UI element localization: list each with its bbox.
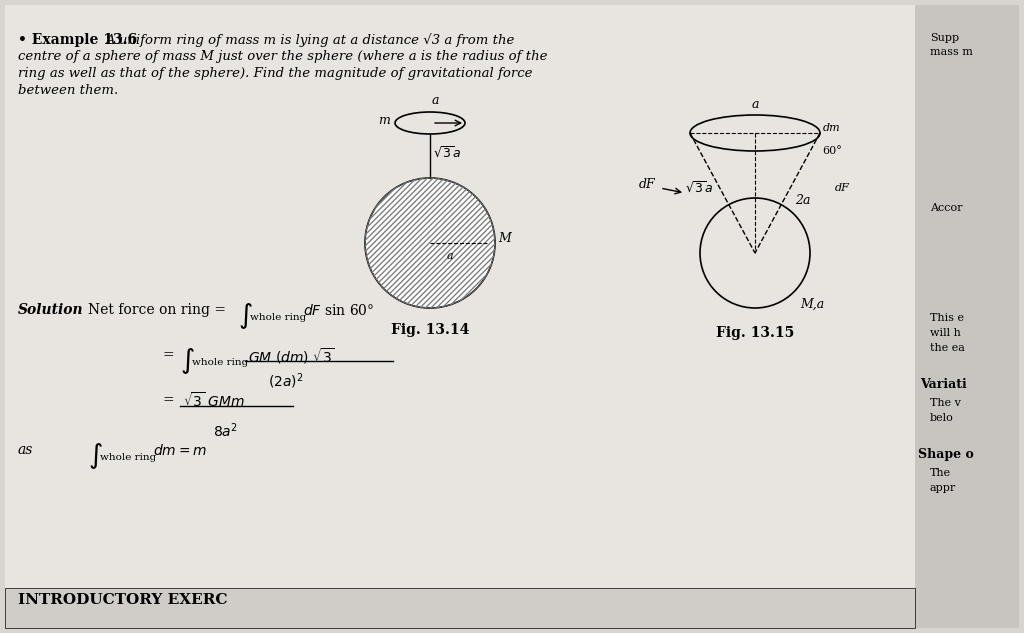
Text: 2a: 2a [796,194,811,208]
Text: whole ring: whole ring [250,313,306,322]
Text: a: a [752,98,759,111]
Circle shape [365,178,495,308]
FancyBboxPatch shape [5,5,915,628]
Text: $\int$: $\int$ [180,346,195,376]
Text: Solution: Solution [18,303,84,317]
Text: a: a [431,94,438,107]
Text: as: as [18,443,34,457]
Text: dm: dm [823,123,841,133]
FancyBboxPatch shape [5,588,915,628]
Text: $dm = m$: $dm = m$ [153,443,207,458]
Text: m: m [378,115,390,127]
Text: 60°: 60° [822,146,842,156]
Text: M,a: M,a [800,298,824,311]
Text: $\int$: $\int$ [88,441,102,471]
Text: the ea: the ea [930,343,965,353]
Text: $\int$: $\int$ [238,301,253,331]
Text: Supp: Supp [930,33,959,43]
Text: between them.: between them. [18,84,118,97]
Text: will h: will h [930,328,961,338]
Text: dF: dF [638,179,655,192]
Text: $dF$ sin 60°: $dF$ sin 60° [303,303,375,318]
Text: mass m: mass m [930,47,973,57]
Text: whole ring: whole ring [100,453,157,462]
Text: M: M [498,232,511,244]
Text: Variati: Variati [920,378,967,391]
Text: • Example 13.6: • Example 13.6 [18,33,137,47]
Text: belo: belo [930,413,953,423]
Text: Accor: Accor [930,203,963,213]
Text: This e: This e [930,313,964,323]
Text: $\sqrt{3}\ GMm$: $\sqrt{3}\ GMm$ [183,391,245,410]
Text: $GM\ (dm)\ \sqrt{3}$: $GM\ (dm)\ \sqrt{3}$ [248,346,335,366]
Text: ring as well as that of the sphere). Find the magnitude of gravitational force: ring as well as that of the sphere). Fin… [18,67,532,80]
Text: INTRODUCTORY EXERC: INTRODUCTORY EXERC [18,593,227,607]
Text: Fig. 13.15: Fig. 13.15 [716,326,795,340]
Text: $\sqrt{3}a$: $\sqrt{3}a$ [433,146,461,161]
Text: Shape o: Shape o [918,448,974,461]
Text: =: = [163,348,175,362]
Text: The v: The v [930,398,961,408]
Text: whole ring: whole ring [193,358,248,367]
Text: $8a^2$: $8a^2$ [213,421,239,439]
Text: $\sqrt{3}a$: $\sqrt{3}a$ [685,180,713,196]
Text: appr: appr [930,483,956,493]
Text: centre of a sphere of mass M just over the sphere (where a is the radius of the: centre of a sphere of mass M just over t… [18,50,548,63]
Text: =: = [163,393,175,407]
Text: dF: dF [835,183,850,193]
FancyBboxPatch shape [915,5,1019,628]
Text: $(2a)^2$: $(2a)^2$ [268,371,303,391]
Text: Net force on ring =: Net force on ring = [88,303,226,317]
Text: A uniform ring of mass m is lying at a distance √3 a from the: A uniform ring of mass m is lying at a d… [105,33,514,47]
Text: Fig. 13.14: Fig. 13.14 [391,323,469,337]
Text: a: a [446,251,454,261]
Text: The: The [930,468,951,478]
